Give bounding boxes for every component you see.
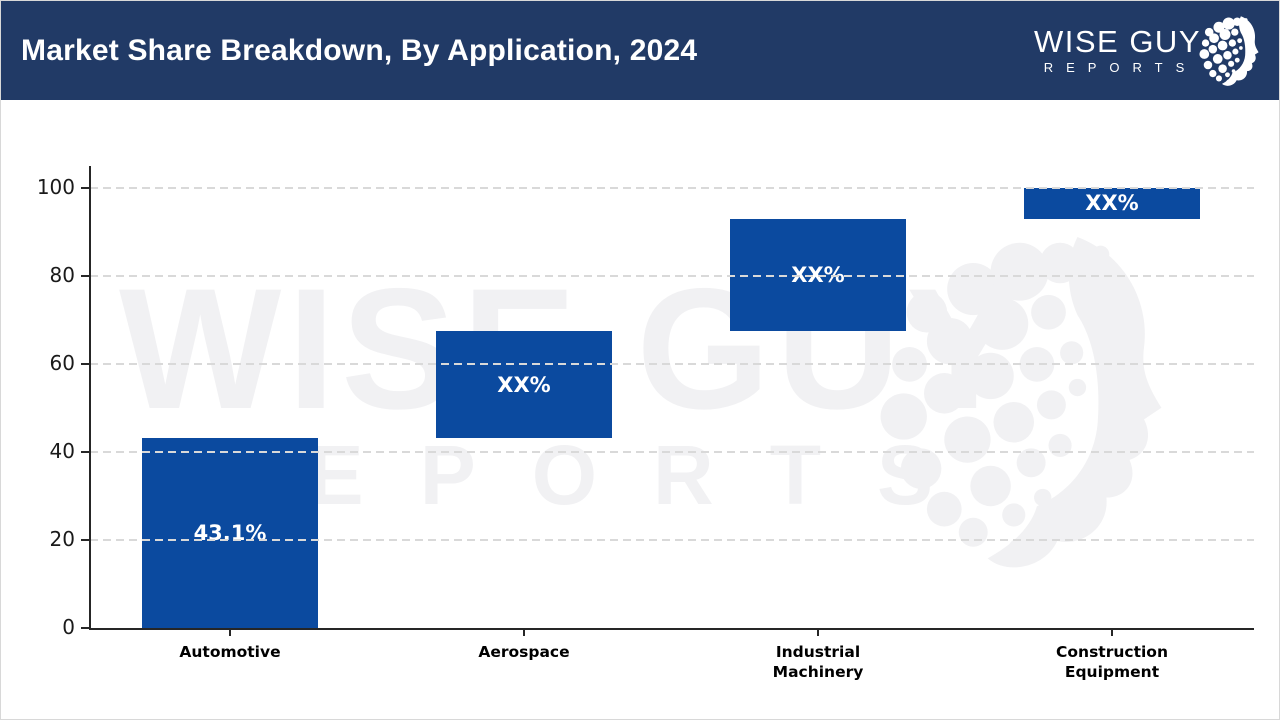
y-tick-mark-0	[81, 627, 89, 629]
header-bar: Market Share Breakdown, By Application, …	[1, 1, 1279, 100]
y-tick-label-40: 40	[49, 439, 75, 463]
y-tick-label-80: 80	[49, 263, 75, 287]
y-tick-mark-40	[81, 451, 89, 453]
bar-value-label: 43.1%	[193, 521, 267, 546]
logo-subtitle: REPORTS	[1043, 60, 1198, 76]
x-tick-mark-0	[229, 630, 231, 636]
bar-value-label: XX%	[497, 372, 551, 397]
y-tick-mark-60	[81, 363, 89, 365]
x-axis-line	[89, 628, 1254, 630]
wiseguy-logo: WISE GUY REPORTS	[1034, 11, 1261, 91]
y-tick-mark-20	[81, 539, 89, 541]
x-tick-mark-3	[1111, 630, 1113, 636]
y-tick-label-100: 100	[36, 175, 75, 199]
x-axis-label-automotive: Automotive	[179, 643, 281, 661]
logo-wordmark: WISE GUY	[1033, 23, 1201, 59]
y-tick-label-60: 60	[49, 351, 75, 375]
page-title: Market Share Breakdown, By Application, …	[21, 33, 698, 67]
gridline-20	[90, 539, 1254, 541]
y-tick-label-0: 0	[62, 615, 75, 639]
y-tick-label-20: 20	[49, 527, 75, 551]
bar-value-label: XX%	[1085, 191, 1139, 216]
gridline-60	[90, 363, 1254, 365]
y-tick-mark-80	[81, 275, 89, 277]
wiseguy-face-icon	[1199, 15, 1259, 86]
y-axis-line	[89, 166, 91, 630]
bar-value-label: XX%	[791, 262, 845, 287]
bar-automotive: 43.1%	[142, 438, 318, 628]
y-tick-mark-100	[81, 187, 89, 189]
x-axis-label-aerospace: Aerospace	[478, 643, 570, 661]
bar-industrial-machinery: XX%	[730, 218, 906, 331]
x-axis-label-construction-equipment: Construction Equipment	[1056, 643, 1168, 681]
bar-aerospace: XX%	[436, 331, 612, 439]
wiseguy-logo-text: WISE GUY REPORTS	[1033, 23, 1201, 76]
gridline-100	[90, 187, 1254, 189]
x-tick-mark-2	[817, 630, 819, 636]
x-axis-label-industrial-machinery: Industrial Machinery	[772, 643, 864, 681]
bar-construction-equipment: XX%	[1024, 188, 1200, 219]
x-tick-mark-1	[523, 630, 525, 636]
gridline-40	[90, 451, 1254, 453]
gridline-80	[90, 275, 1254, 277]
